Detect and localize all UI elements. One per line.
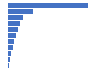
Bar — [8, 15, 23, 20]
Bar — [8, 3, 88, 8]
Bar — [8, 63, 9, 68]
Bar — [8, 57, 10, 62]
Bar — [8, 39, 14, 44]
Bar — [8, 21, 20, 26]
Bar — [8, 51, 11, 56]
Bar — [8, 27, 18, 32]
Bar — [8, 9, 33, 14]
Bar — [8, 33, 16, 38]
Bar — [8, 45, 13, 50]
